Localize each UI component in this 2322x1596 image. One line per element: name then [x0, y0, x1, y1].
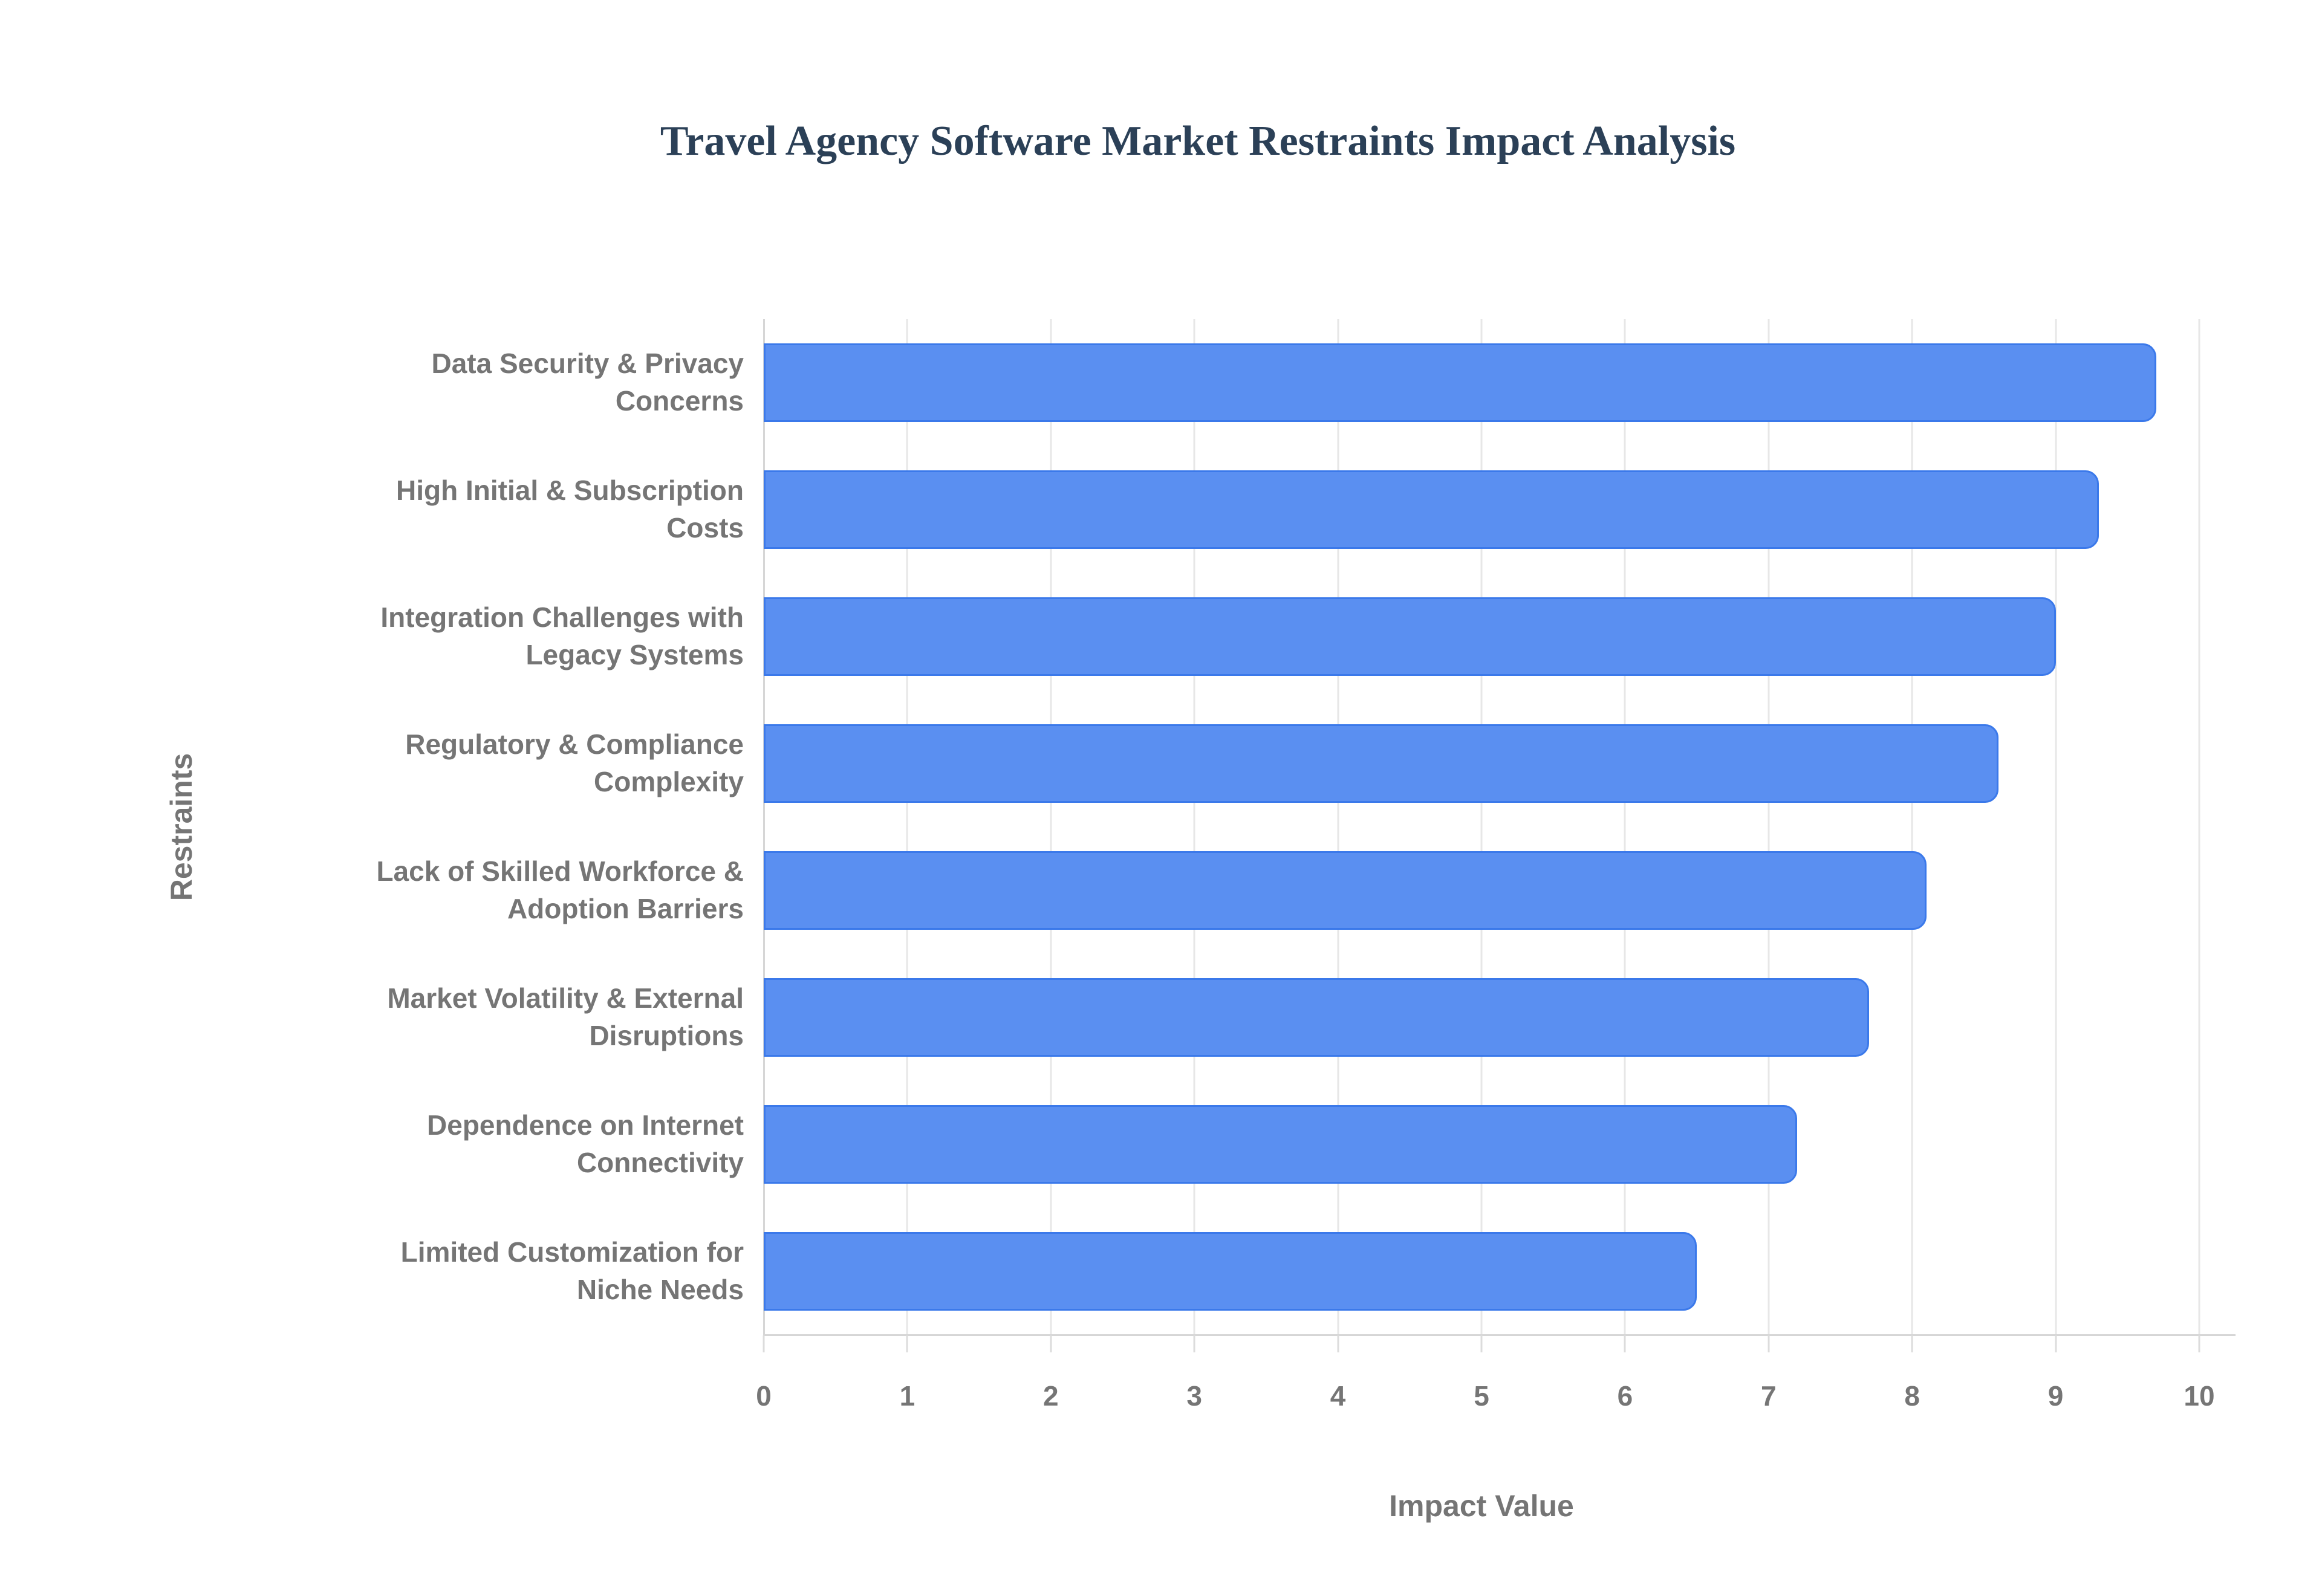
x-tick-label: 8 — [1904, 1380, 1920, 1412]
tick-mark — [906, 1335, 908, 1352]
x-tick-label: 3 — [1186, 1380, 1202, 1412]
bar — [764, 978, 1869, 1057]
tick-mark — [1050, 1335, 1052, 1352]
y-axis-category-label: Market Volatility & External Disruptions — [387, 982, 744, 1051]
bar-row — [764, 446, 2199, 573]
y-axis-category-label: Limited Customization for Niche Needs — [400, 1236, 744, 1305]
x-tick-label: 0 — [756, 1380, 772, 1412]
x-tick-label: 7 — [1761, 1380, 1777, 1412]
x-tick-label: 10 — [2184, 1380, 2215, 1412]
bar-row — [764, 1208, 2199, 1335]
bar — [764, 724, 1998, 803]
y-label-slot: Market Volatility & External Disruptions — [0, 954, 744, 1081]
y-axis-line — [763, 319, 765, 1335]
tick-mark — [1768, 1335, 1770, 1352]
x-tick-labels: 0 1 2 3 4 5 6 7 8 9 10 — [756, 1380, 2214, 1416]
tick-mark — [1911, 1335, 1913, 1352]
bar — [764, 1105, 1798, 1184]
bar-row — [764, 827, 2199, 954]
gridline — [1624, 319, 1626, 1335]
x-tick-label: 6 — [1617, 1380, 1633, 1412]
bars-column — [764, 319, 2199, 1335]
y-label-slot: Limited Customization for Niche Needs — [0, 1208, 744, 1335]
tick-mark — [1337, 1335, 1339, 1352]
y-axis-category-label: Regulatory & Compliance Complexity — [405, 728, 744, 797]
x-axis-line — [763, 1334, 2236, 1336]
x-axis-title: Impact Value — [1389, 1489, 1574, 1523]
gridline — [1480, 319, 1483, 1335]
gridline — [2198, 319, 2200, 1335]
y-label-slot: Regulatory & Compliance Complexity — [0, 700, 744, 827]
x-tick-label: 4 — [1330, 1380, 1346, 1412]
bar — [764, 597, 2056, 676]
bar-row — [764, 1081, 2199, 1208]
gridline — [1768, 319, 1770, 1335]
y-label-slot: High Initial & Subscription Costs — [0, 446, 744, 573]
bar-row — [764, 319, 2199, 446]
tick-mark — [1624, 1335, 1626, 1352]
x-tick-label: 2 — [1043, 1380, 1059, 1412]
bar — [764, 470, 2099, 549]
y-axis-category-label: High Initial & Subscription Costs — [396, 475, 744, 543]
y-axis-category-label: Dependence on Internet Connectivity — [427, 1109, 744, 1178]
bar-row — [764, 573, 2199, 700]
tick-mark — [763, 1335, 765, 1352]
y-axis-category-label: Data Security & Privacy Concerns — [431, 348, 744, 417]
bar — [764, 851, 1927, 930]
gridline — [1050, 319, 1052, 1335]
gridline — [1911, 319, 1913, 1335]
bar-row — [764, 700, 2199, 827]
y-label-slot: Lack of Skilled Workforce & Adoption Bar… — [0, 827, 744, 954]
x-tick-label: 9 — [2047, 1380, 2064, 1412]
bar — [764, 343, 2156, 422]
bar-row — [764, 954, 2199, 1081]
tick-mark — [2055, 1335, 2057, 1352]
bar — [764, 1232, 1697, 1311]
tick-mark — [2198, 1335, 2200, 1352]
y-axis-category-label: Integration Challenges with Legacy Syste… — [380, 602, 744, 670]
y-label-slot: Dependence on Internet Connectivity — [0, 1081, 744, 1208]
x-tick-label: 5 — [1474, 1380, 1489, 1412]
y-labels-column: Data Security & Privacy Concerns High Ini… — [0, 319, 744, 1335]
y-label-slot: Integration Challenges with Legacy Syste… — [0, 573, 744, 700]
gridline — [1337, 319, 1339, 1335]
gridline — [906, 319, 908, 1335]
chart-title: Travel Agency Software Market Restraints… — [660, 118, 1736, 164]
tick-mark — [1193, 1335, 1195, 1352]
x-tick-label: 1 — [899, 1380, 915, 1412]
gridline — [2055, 319, 2057, 1335]
y-label-slot: Data Security & Privacy Concerns — [0, 319, 744, 446]
plot-area — [763, 319, 2236, 1352]
gridline — [1193, 319, 1195, 1335]
tick-mark — [1480, 1335, 1483, 1352]
y-axis-category-label: Lack of Skilled Workforce & Adoption Bar… — [376, 855, 744, 924]
